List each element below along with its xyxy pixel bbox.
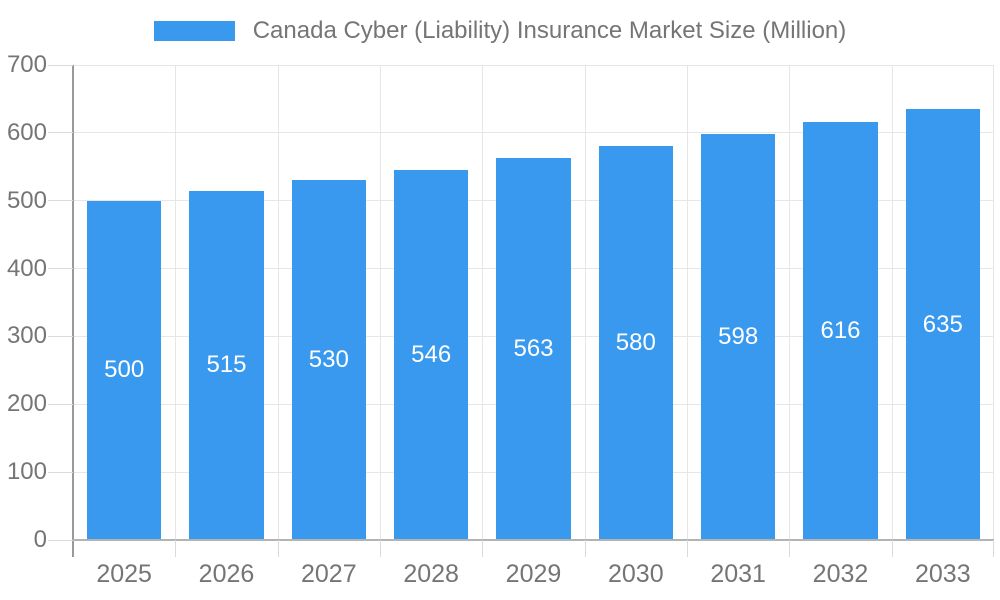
x-axis-label: 2027: [301, 560, 357, 588]
bar-value-label: 580: [615, 329, 656, 357]
legend-item[interactable]: Canada Cyber (Liability) Insurance Marke…: [153, 17, 847, 45]
x-axis-label: 2029: [505, 560, 562, 588]
x-axis-label: 2032: [812, 560, 869, 588]
x-gridline: [278, 65, 279, 540]
y-axis-line: [72, 65, 74, 557]
bar-value-label: 530: [308, 346, 349, 374]
y-tick: [48, 539, 73, 541]
bar[interactable]: 598: [700, 134, 776, 540]
legend-label: Canada Cyber (Liability) Insurance Marke…: [252, 17, 847, 44]
bar-value-label: 515: [206, 351, 247, 379]
x-tick: [482, 540, 483, 557]
bar-value-label: 616: [820, 317, 861, 344]
y-tick: [48, 471, 73, 473]
x-axis-label: 2026: [198, 560, 255, 588]
y-tick: [48, 268, 73, 270]
y-axis-label: 0: [33, 526, 47, 553]
x-tick: [687, 540, 688, 557]
x-axis-label: 2031: [710, 560, 766, 588]
bar[interactable]: 515: [189, 190, 264, 540]
plot-area: 500 515 530 546 563 580 598 616 635: [73, 64, 994, 540]
x-tick: [278, 540, 279, 557]
x-tick: [993, 540, 994, 557]
y-gridline: [73, 64, 994, 66]
bar-value-label: 635: [922, 310, 963, 338]
y-tick: [48, 403, 73, 405]
y-axis-label: 200: [6, 390, 47, 418]
x-tick: [892, 540, 893, 557]
bar-value-label: 563: [513, 334, 554, 362]
x-gridline: [175, 65, 176, 540]
y-axis-label: 100: [6, 458, 47, 486]
x-gridline: [585, 65, 586, 540]
legend-swatch: [153, 21, 235, 41]
bar[interactable]: 530: [291, 180, 367, 540]
x-gridline: [993, 65, 994, 540]
y-tick: [48, 335, 73, 337]
bar-value-label: 500: [104, 356, 145, 384]
x-axis-line: [73, 539, 994, 541]
x-axis-label: 2030: [608, 560, 664, 588]
x-tick: [585, 540, 586, 557]
x-tick: [789, 540, 790, 557]
y-tick: [48, 64, 73, 66]
x-axis-label: 2025: [96, 560, 152, 588]
y-axis-label: 700: [6, 51, 47, 78]
y-axis-label: 500: [6, 186, 47, 214]
y-tick: [48, 200, 73, 202]
y-axis-label: 400: [6, 254, 47, 282]
bar[interactable]: 500: [86, 200, 162, 540]
bar-value-label: 546: [411, 340, 452, 368]
x-axis-label: 2033: [915, 560, 971, 588]
legend: Canada Cyber (Liability) Insurance Marke…: [0, 17, 1000, 45]
x-tick: [175, 540, 176, 557]
bar[interactable]: 580: [598, 146, 674, 540]
bar[interactable]: 546: [393, 169, 469, 540]
x-gridline: [687, 65, 688, 540]
bar[interactable]: 563: [496, 157, 571, 540]
x-gridline: [482, 65, 483, 540]
y-tick: [48, 132, 73, 134]
bar[interactable]: 616: [803, 122, 878, 540]
y-axis-label: 300: [6, 322, 47, 350]
x-axis-label: 2028: [403, 560, 459, 588]
x-gridline: [789, 65, 790, 540]
x-tick: [380, 540, 381, 557]
bar[interactable]: 635: [905, 109, 981, 540]
y-axis-label: 600: [6, 118, 47, 146]
y-gridline: [73, 132, 994, 134]
x-gridline: [380, 65, 381, 540]
x-gridline: [892, 65, 893, 540]
bar-value-label: 598: [718, 323, 759, 351]
